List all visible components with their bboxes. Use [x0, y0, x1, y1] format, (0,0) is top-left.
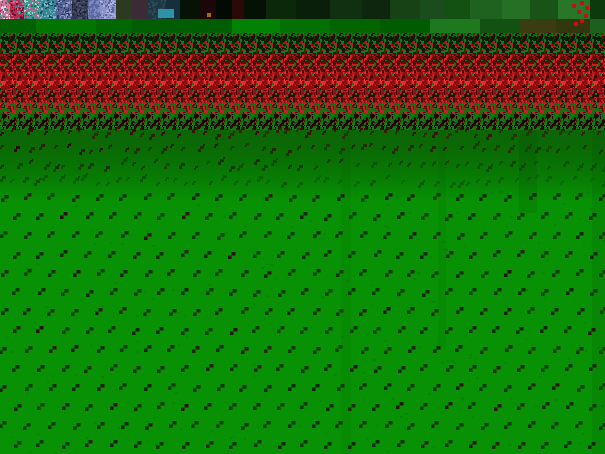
glitch-pixels-canvas: [0, 0, 605, 454]
corrupted-video-frame: [0, 0, 605, 454]
